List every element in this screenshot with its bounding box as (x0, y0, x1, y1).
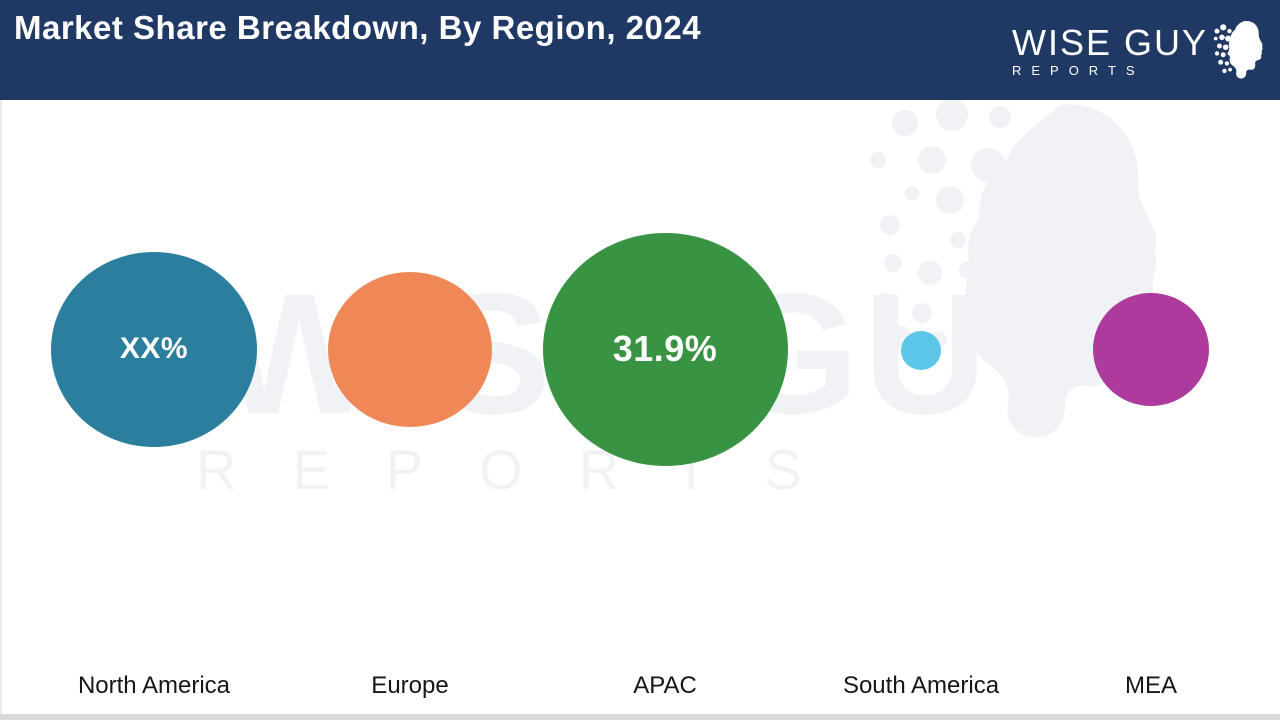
brand-name: WISE GUY (1011, 21, 1208, 63)
region-label-apac: APAC (633, 672, 697, 699)
region-label-north-america: North America (77, 672, 231, 699)
brand-logo: WISE GUY REPORTS (1012, 6, 1268, 96)
left-edge-line (0, 100, 2, 714)
bubble-value-north-america: XX% (119, 332, 189, 365)
wiseguy-face-icon (1212, 8, 1268, 94)
region-label-south-america: South America (842, 672, 1000, 699)
bottom-edge-strip (0, 714, 1280, 720)
bubble-europe (328, 271, 492, 427)
region-label-mea: MEA (1124, 672, 1178, 699)
page-title: Market Share Breakdown, By Region, 2024 (14, 9, 702, 46)
bubble-apac: 31.9% (542, 232, 788, 466)
bubble-north-america: XX% (51, 251, 257, 447)
bubble-mea (1093, 292, 1209, 406)
region-label-europe: Europe (371, 672, 449, 699)
bubble-value-apac: 31.9% (612, 328, 718, 369)
brand-subtitle: REPORTS (1011, 63, 1145, 79)
header-bar: Market Share Breakdown, By Region, 2024 … (0, 0, 1280, 100)
brand-logo-text: WISE GUY REPORTS (1011, 21, 1208, 79)
bubble-south-america (901, 330, 941, 370)
